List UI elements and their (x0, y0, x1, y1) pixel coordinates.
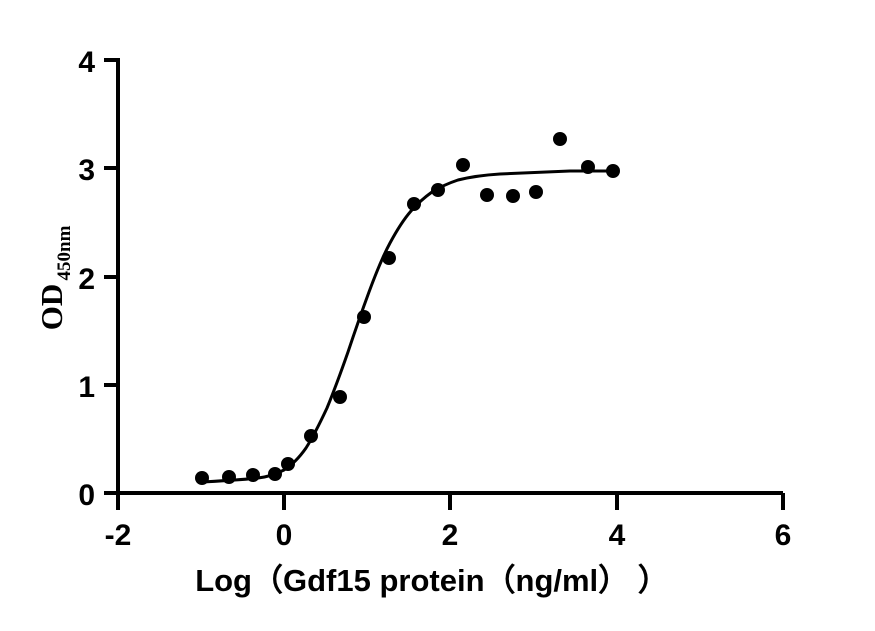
y-axis-title-subscript: 450nm (54, 225, 75, 280)
data-point (333, 390, 347, 404)
data-point (431, 183, 445, 197)
data-point (382, 251, 396, 265)
data-point (407, 197, 421, 211)
x-tick-labels: -2 0 2 4 6 (105, 519, 792, 552)
data-point (553, 132, 567, 146)
x-axis-title: Log（Gdf15 protein（ng/ml） ） (195, 563, 669, 598)
y-tick-label-2: 2 (78, 263, 95, 296)
y-axis-title: OD 450nm (34, 225, 75, 330)
data-point (357, 310, 371, 324)
data-point (456, 158, 470, 172)
y-tick-label-1: 1 (78, 371, 95, 404)
data-point (281, 457, 295, 471)
x-axis-ticks (116, 493, 785, 510)
data-point (304, 429, 318, 443)
data-point (246, 468, 260, 482)
x-tick-label-0: 0 (276, 519, 293, 552)
y-axis-title-main: OD (34, 284, 69, 331)
data-point (480, 188, 494, 202)
y-tick-label-0: 0 (78, 479, 95, 512)
data-point (606, 164, 620, 178)
y-tick-labels: 4 3 2 1 0 (78, 46, 95, 512)
y-tick-label-3: 3 (78, 154, 95, 187)
y-axis-ticks (104, 58, 118, 495)
data-point (268, 467, 282, 481)
x-tick-label-4: 4 (609, 519, 626, 552)
data-points (195, 132, 620, 485)
data-point (195, 471, 209, 485)
fitted-curve (200, 169, 615, 484)
x-tick-label-2: 2 (442, 519, 459, 552)
data-point (529, 185, 543, 199)
data-point (581, 160, 595, 174)
data-point (222, 470, 236, 484)
x-tick-label-minus2: -2 (105, 519, 132, 552)
y-tick-label-4: 4 (78, 46, 95, 79)
x-tick-label-6: 6 (775, 519, 792, 552)
data-point (506, 189, 520, 203)
